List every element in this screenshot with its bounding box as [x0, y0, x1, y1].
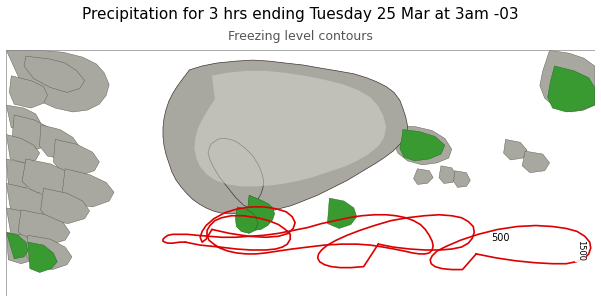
Polygon shape	[163, 60, 407, 214]
Polygon shape	[12, 115, 53, 149]
Polygon shape	[7, 208, 47, 240]
Polygon shape	[7, 105, 41, 131]
Polygon shape	[236, 207, 258, 233]
Polygon shape	[7, 134, 40, 163]
Polygon shape	[28, 242, 57, 273]
Polygon shape	[62, 169, 114, 207]
Polygon shape	[41, 188, 90, 223]
Polygon shape	[7, 184, 50, 218]
Polygon shape	[7, 50, 109, 112]
Text: Precipitation for 3 hrs ending Tuesday 25 Mar at 3am -03: Precipitation for 3 hrs ending Tuesday 2…	[82, 7, 519, 22]
Polygon shape	[9, 76, 47, 108]
Polygon shape	[246, 195, 275, 230]
Text: Freezing level contours: Freezing level contours	[228, 30, 373, 43]
Polygon shape	[26, 235, 72, 270]
Polygon shape	[328, 198, 357, 229]
Polygon shape	[7, 232, 28, 259]
Polygon shape	[540, 50, 594, 112]
Polygon shape	[400, 130, 445, 161]
Polygon shape	[504, 139, 527, 160]
Polygon shape	[18, 210, 70, 245]
Polygon shape	[22, 159, 75, 195]
Polygon shape	[53, 139, 99, 176]
Polygon shape	[522, 151, 549, 173]
Polygon shape	[7, 232, 41, 264]
Polygon shape	[413, 169, 433, 184]
Polygon shape	[393, 126, 452, 165]
Polygon shape	[454, 171, 471, 187]
Polygon shape	[439, 166, 457, 184]
Polygon shape	[7, 159, 41, 188]
Polygon shape	[194, 71, 386, 186]
Text: 1500: 1500	[576, 240, 585, 261]
Text: 500: 500	[491, 233, 510, 243]
Polygon shape	[548, 66, 594, 112]
Polygon shape	[40, 125, 80, 159]
Polygon shape	[24, 56, 85, 92]
